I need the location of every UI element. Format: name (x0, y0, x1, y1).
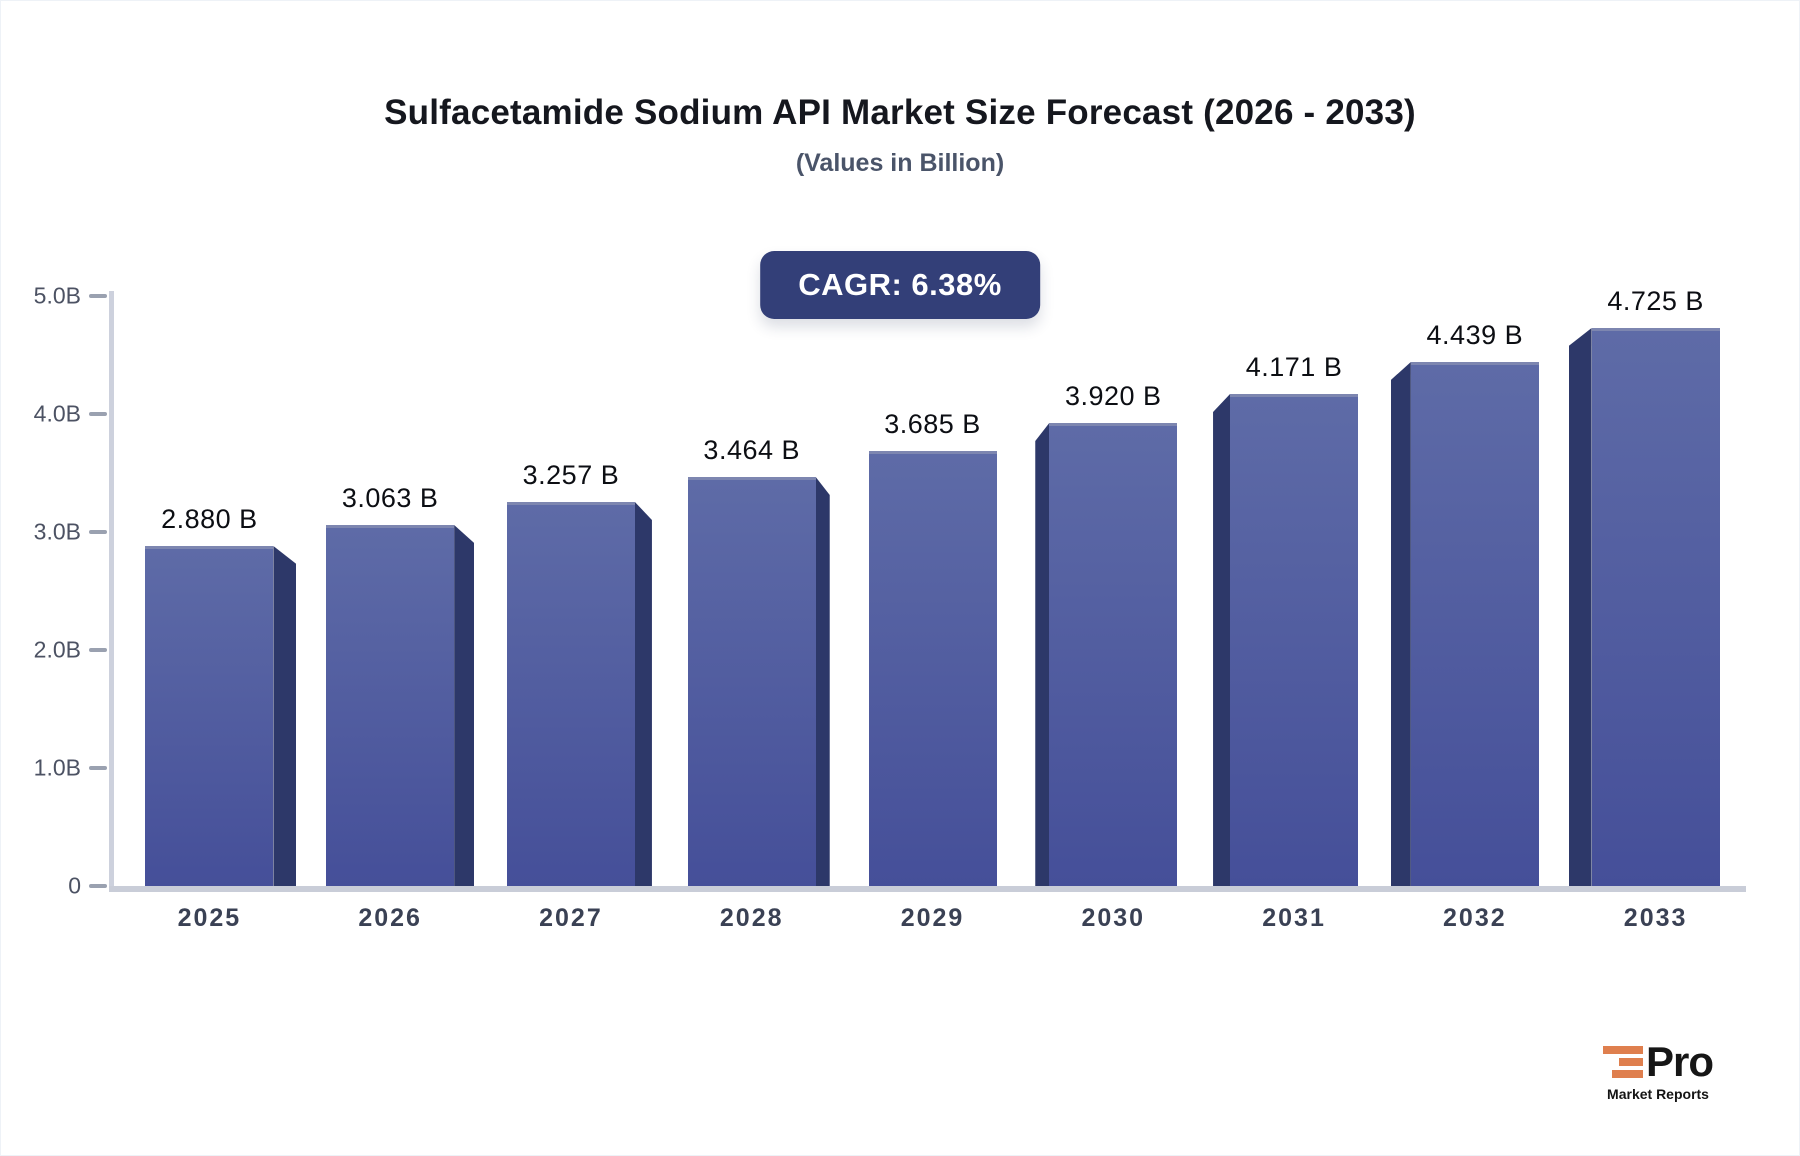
y-axis-label: 0 (68, 872, 81, 899)
bar-side-face (1390, 362, 1411, 886)
bar-2033 (1591, 328, 1720, 886)
bar-value-label: 4.171 B (1245, 352, 1343, 382)
bar-side-face (815, 477, 830, 886)
logo-row: Pro (1603, 1038, 1714, 1085)
y-axis-line (109, 291, 114, 886)
y-axis-label: 4.0B (33, 400, 81, 427)
chart-title: Sulfacetamide Sodium API Market Size For… (384, 93, 1416, 132)
y-axis-label: 5.0B (33, 282, 81, 309)
logo-bar-stripe (1603, 1046, 1643, 1054)
bar-2025 (145, 546, 274, 886)
bar-2026 (326, 525, 455, 886)
y-axis-label: 3.0B (33, 518, 81, 545)
y-axis-label: 1.0B (33, 754, 81, 781)
x-axis-label-2026: 2026 (358, 904, 422, 932)
bar-2031 (1230, 394, 1359, 886)
bar-value-label: 3.063 B (341, 483, 439, 513)
logo-bar-stripe (1619, 1058, 1643, 1066)
cagr-badge: CAGR: 6.38% (760, 251, 1040, 319)
bar-side-face (1035, 423, 1050, 886)
brand-logo: Pro Market Reports (1603, 1038, 1714, 1102)
bar-side-face (454, 525, 475, 886)
y-axis-tick (89, 412, 107, 416)
bar-2027 (506, 502, 635, 886)
y-axis-tick (89, 294, 107, 298)
y-axis-tick (89, 884, 107, 888)
x-axis-label-2031: 2031 (1262, 904, 1326, 932)
y-axis-tick (89, 530, 107, 534)
x-axis-label-2029: 2029 (900, 904, 965, 932)
bar-value-label: 4.439 B (1426, 320, 1524, 350)
logo-bar-stripe (1612, 1070, 1643, 1078)
bar-value-label: 3.464 B (703, 435, 800, 465)
x-axis-label-2030: 2030 (1081, 904, 1146, 932)
x-axis-label-2032: 2032 (1443, 904, 1507, 932)
x-axis-baseline (109, 886, 1746, 892)
bar-side-face (1568, 328, 1592, 886)
y-axis-label: 2.0B (33, 636, 81, 663)
bar-side-face (273, 546, 297, 886)
bar-2032 (1410, 362, 1539, 886)
logo-bars-icon (1603, 1046, 1643, 1078)
x-axis-label-2025: 2025 (177, 904, 242, 932)
bar-2029 (868, 451, 997, 886)
bar-value-label: 3.920 B (1064, 381, 1162, 411)
bar-value-label: 3.257 B (522, 460, 620, 490)
logo-tagline-text: Market Reports (1607, 1086, 1709, 1102)
bar-2028 (687, 477, 816, 886)
x-axis-label-2033: 2033 (1623, 904, 1688, 932)
bar-value-label: 2.880 B (161, 504, 258, 534)
chart-subtitle: (Values in Billion) (795, 149, 1005, 177)
bar-value-label: 3.685 B (884, 409, 981, 439)
x-axis-label-2028: 2028 (719, 904, 784, 932)
bar-value-label: 4.725 B (1607, 286, 1704, 316)
logo-brand-text: Pro (1646, 1038, 1714, 1085)
x-axis-label-2027: 2027 (539, 904, 603, 932)
bar-2030 (1049, 423, 1178, 886)
bar-side-face (634, 502, 652, 886)
y-axis-tick (89, 648, 107, 652)
y-axis-tick (89, 766, 107, 770)
bar-side-face (1213, 394, 1231, 886)
